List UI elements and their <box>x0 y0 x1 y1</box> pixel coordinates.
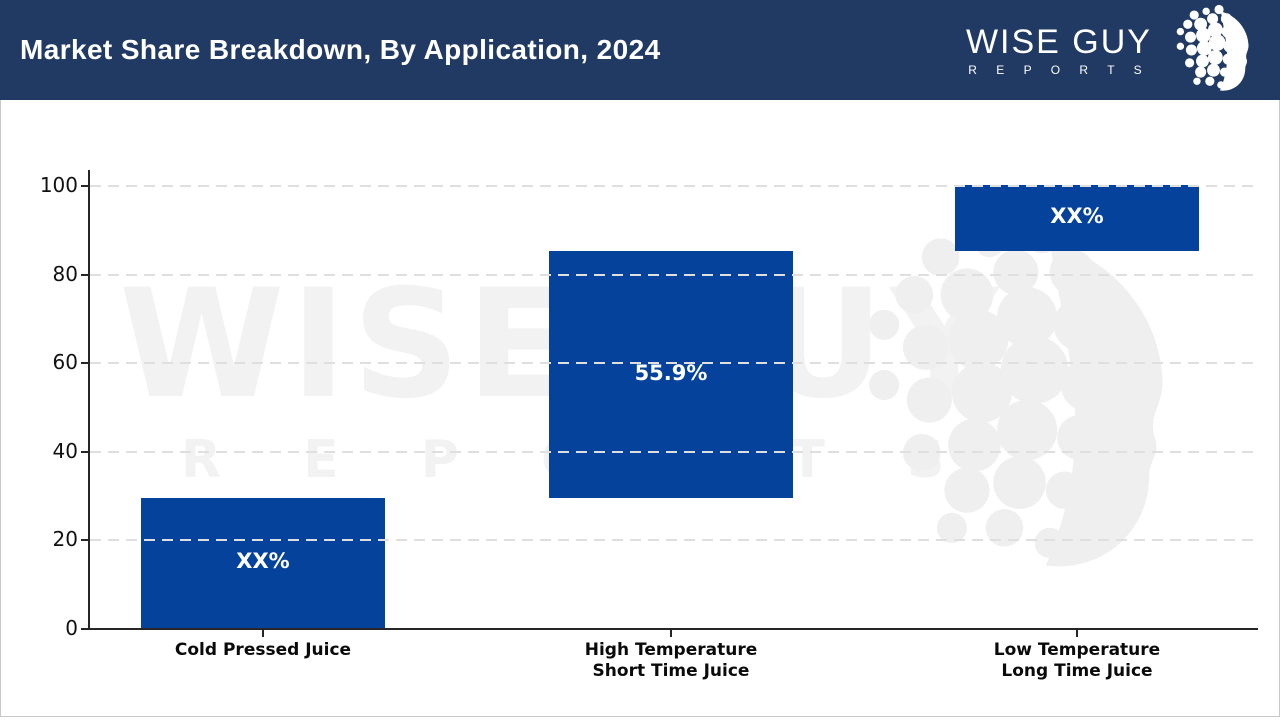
y-tick-label: 80 <box>52 261 78 286</box>
gridline <box>90 539 1254 542</box>
brand-name: WISE GUY <box>965 22 1152 61</box>
x-tick-mark <box>262 630 264 637</box>
page-title: Market Share Breakdown, By Application, … <box>20 34 661 65</box>
dotted-face-profile-watermark <box>809 204 1185 596</box>
x-category-label: Cold Pressed Juice <box>103 640 423 661</box>
x-category-label: Low Temperature Long Time Juice <box>917 640 1237 682</box>
y-tick-label: 0 <box>65 616 78 640</box>
y-axis-line <box>88 170 90 630</box>
y-tick-mark <box>81 539 88 542</box>
y-tick-label: 40 <box>52 438 78 463</box>
x-category-label-line: Short Time Juice <box>592 661 750 681</box>
y-tick-label: 20 <box>52 527 78 552</box>
x-category-label-line: Low Temperature <box>993 640 1161 660</box>
bar-segment <box>955 185 1199 251</box>
y-tick-label: 100 <box>39 173 78 198</box>
x-category-label-line: High Temperature <box>584 640 758 660</box>
x-axis-line <box>88 628 1258 630</box>
y-tick-mark <box>81 628 88 630</box>
x-tick-mark <box>670 630 672 637</box>
gridline <box>90 362 1254 365</box>
brand-subtitle: R E P O R T S <box>968 62 1150 77</box>
brand-logo: WISE GUY R E P O R T S <box>966 4 1254 96</box>
chart-card: WISE GUY R E P O R T S 020406080100XX%55… <box>0 100 1280 717</box>
bar-value-label: 55.9% <box>634 360 708 385</box>
x-category-label-line: Long Time Juice <box>1001 661 1153 681</box>
x-category-label-line: Cold Pressed Juice <box>174 640 352 660</box>
y-tick-mark <box>81 185 88 188</box>
bar-value-label: XX% <box>1050 204 1104 229</box>
bar-value-label: XX% <box>236 549 290 574</box>
gridline <box>90 273 1254 276</box>
y-tick-mark <box>81 273 88 276</box>
x-category-label: High Temperature Short Time Juice <box>511 640 831 682</box>
y-tick-mark <box>81 362 88 365</box>
bar-chart-plot: 0 20 40 60 80 100 XX% 55.9% XX% Cold Pressed Juic… <box>1 100 1279 716</box>
dotted-face-profile-icon <box>1162 4 1254 96</box>
bar-segment <box>549 250 793 499</box>
gridline <box>90 185 1254 188</box>
brand-logo-text: WISE GUY R E P O R T S <box>966 25 1152 76</box>
bar-segment <box>141 498 385 628</box>
gridline <box>90 450 1254 453</box>
header: Market Share Breakdown, By Application, … <box>0 0 1280 100</box>
x-tick-mark <box>1076 630 1078 637</box>
y-tick-label: 60 <box>52 350 78 375</box>
y-tick-mark <box>81 450 88 453</box>
